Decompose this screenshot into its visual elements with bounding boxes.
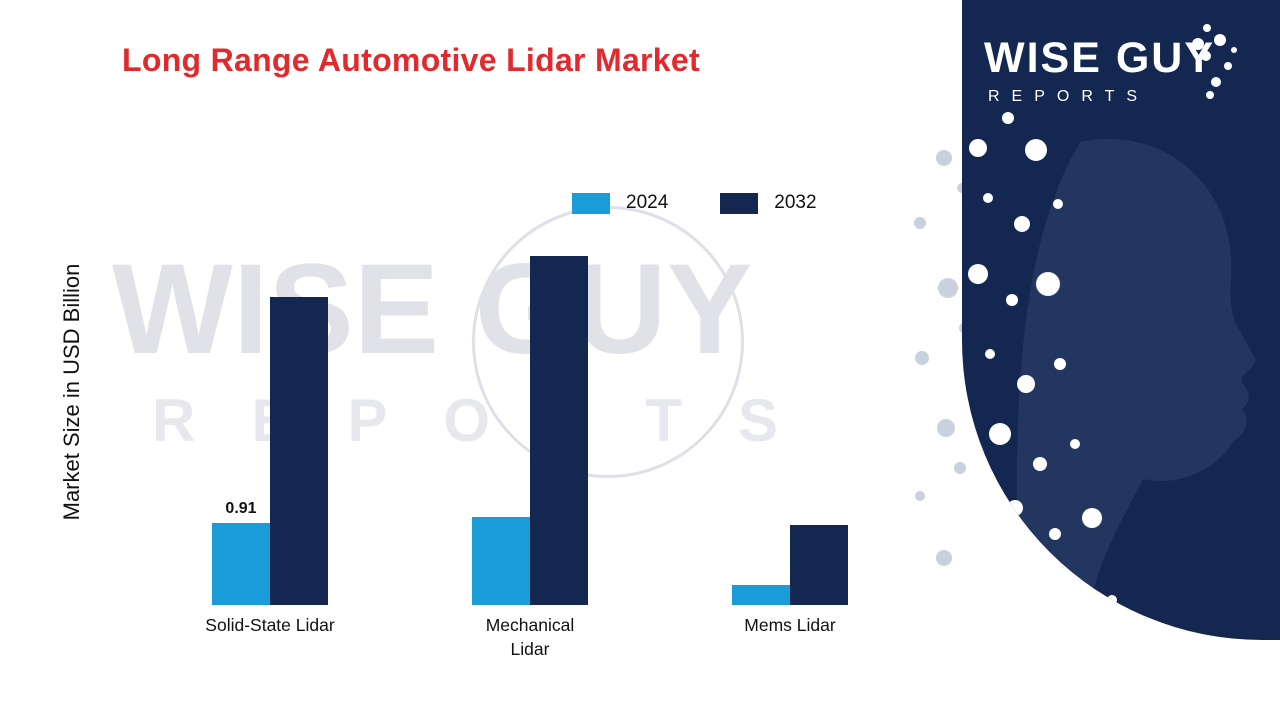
legend-swatch-2024	[572, 192, 610, 214]
brand-logo-subtext: REPORTS	[988, 88, 1150, 105]
brand-panel: WISE GUY REPORTS	[962, 0, 1280, 640]
bar-2024-cat1	[472, 516, 530, 605]
chart-title: Long Range Automotive Lidar Market	[122, 42, 700, 78]
bar-2024-cat0: 0.91	[212, 500, 270, 605]
legend-swatch-2032	[720, 192, 759, 214]
category-label-1: Mechanical Lidar	[485, 615, 575, 659]
category-label-2: Mems Lidar	[744, 615, 836, 635]
dot-pattern-outer	[914, 150, 969, 566]
bar-group-2: Mems Lidar	[732, 524, 848, 635]
bar-2024-cat2	[732, 585, 790, 605]
legend-item-2024: 2024	[572, 192, 668, 214]
bar-2032-cat1	[530, 255, 588, 605]
dot-pattern-inner	[968, 24, 1237, 605]
legend-item-2032: 2032	[720, 192, 817, 214]
bar-chart: 0.91 Solid-State Lidar Mechanical Lidar Mem…	[140, 245, 920, 659]
bar-2032-cat0	[270, 297, 328, 605]
brand-logo-text: WISE GUY	[984, 34, 1216, 82]
bar-value-label: 0.91	[225, 500, 257, 518]
watermark-line1: WISE GUY	[112, 238, 753, 381]
y-axis-label: Market Size in USD Billion	[59, 263, 84, 521]
legend-label-2032: 2032	[774, 192, 817, 213]
legend-label-2024: 2024	[626, 192, 669, 213]
head-silhouette	[968, 24, 1256, 640]
watermark-line2: REPORTS	[152, 387, 835, 454]
category-label-0: Solid-State Lidar	[205, 615, 335, 635]
bar-2032-cat2	[790, 524, 848, 605]
bar-group-1: Mechanical Lidar	[472, 255, 588, 659]
legend: 2024 2032	[572, 192, 817, 214]
bar-group-0: 0.91 Solid-State Lidar	[205, 297, 335, 635]
